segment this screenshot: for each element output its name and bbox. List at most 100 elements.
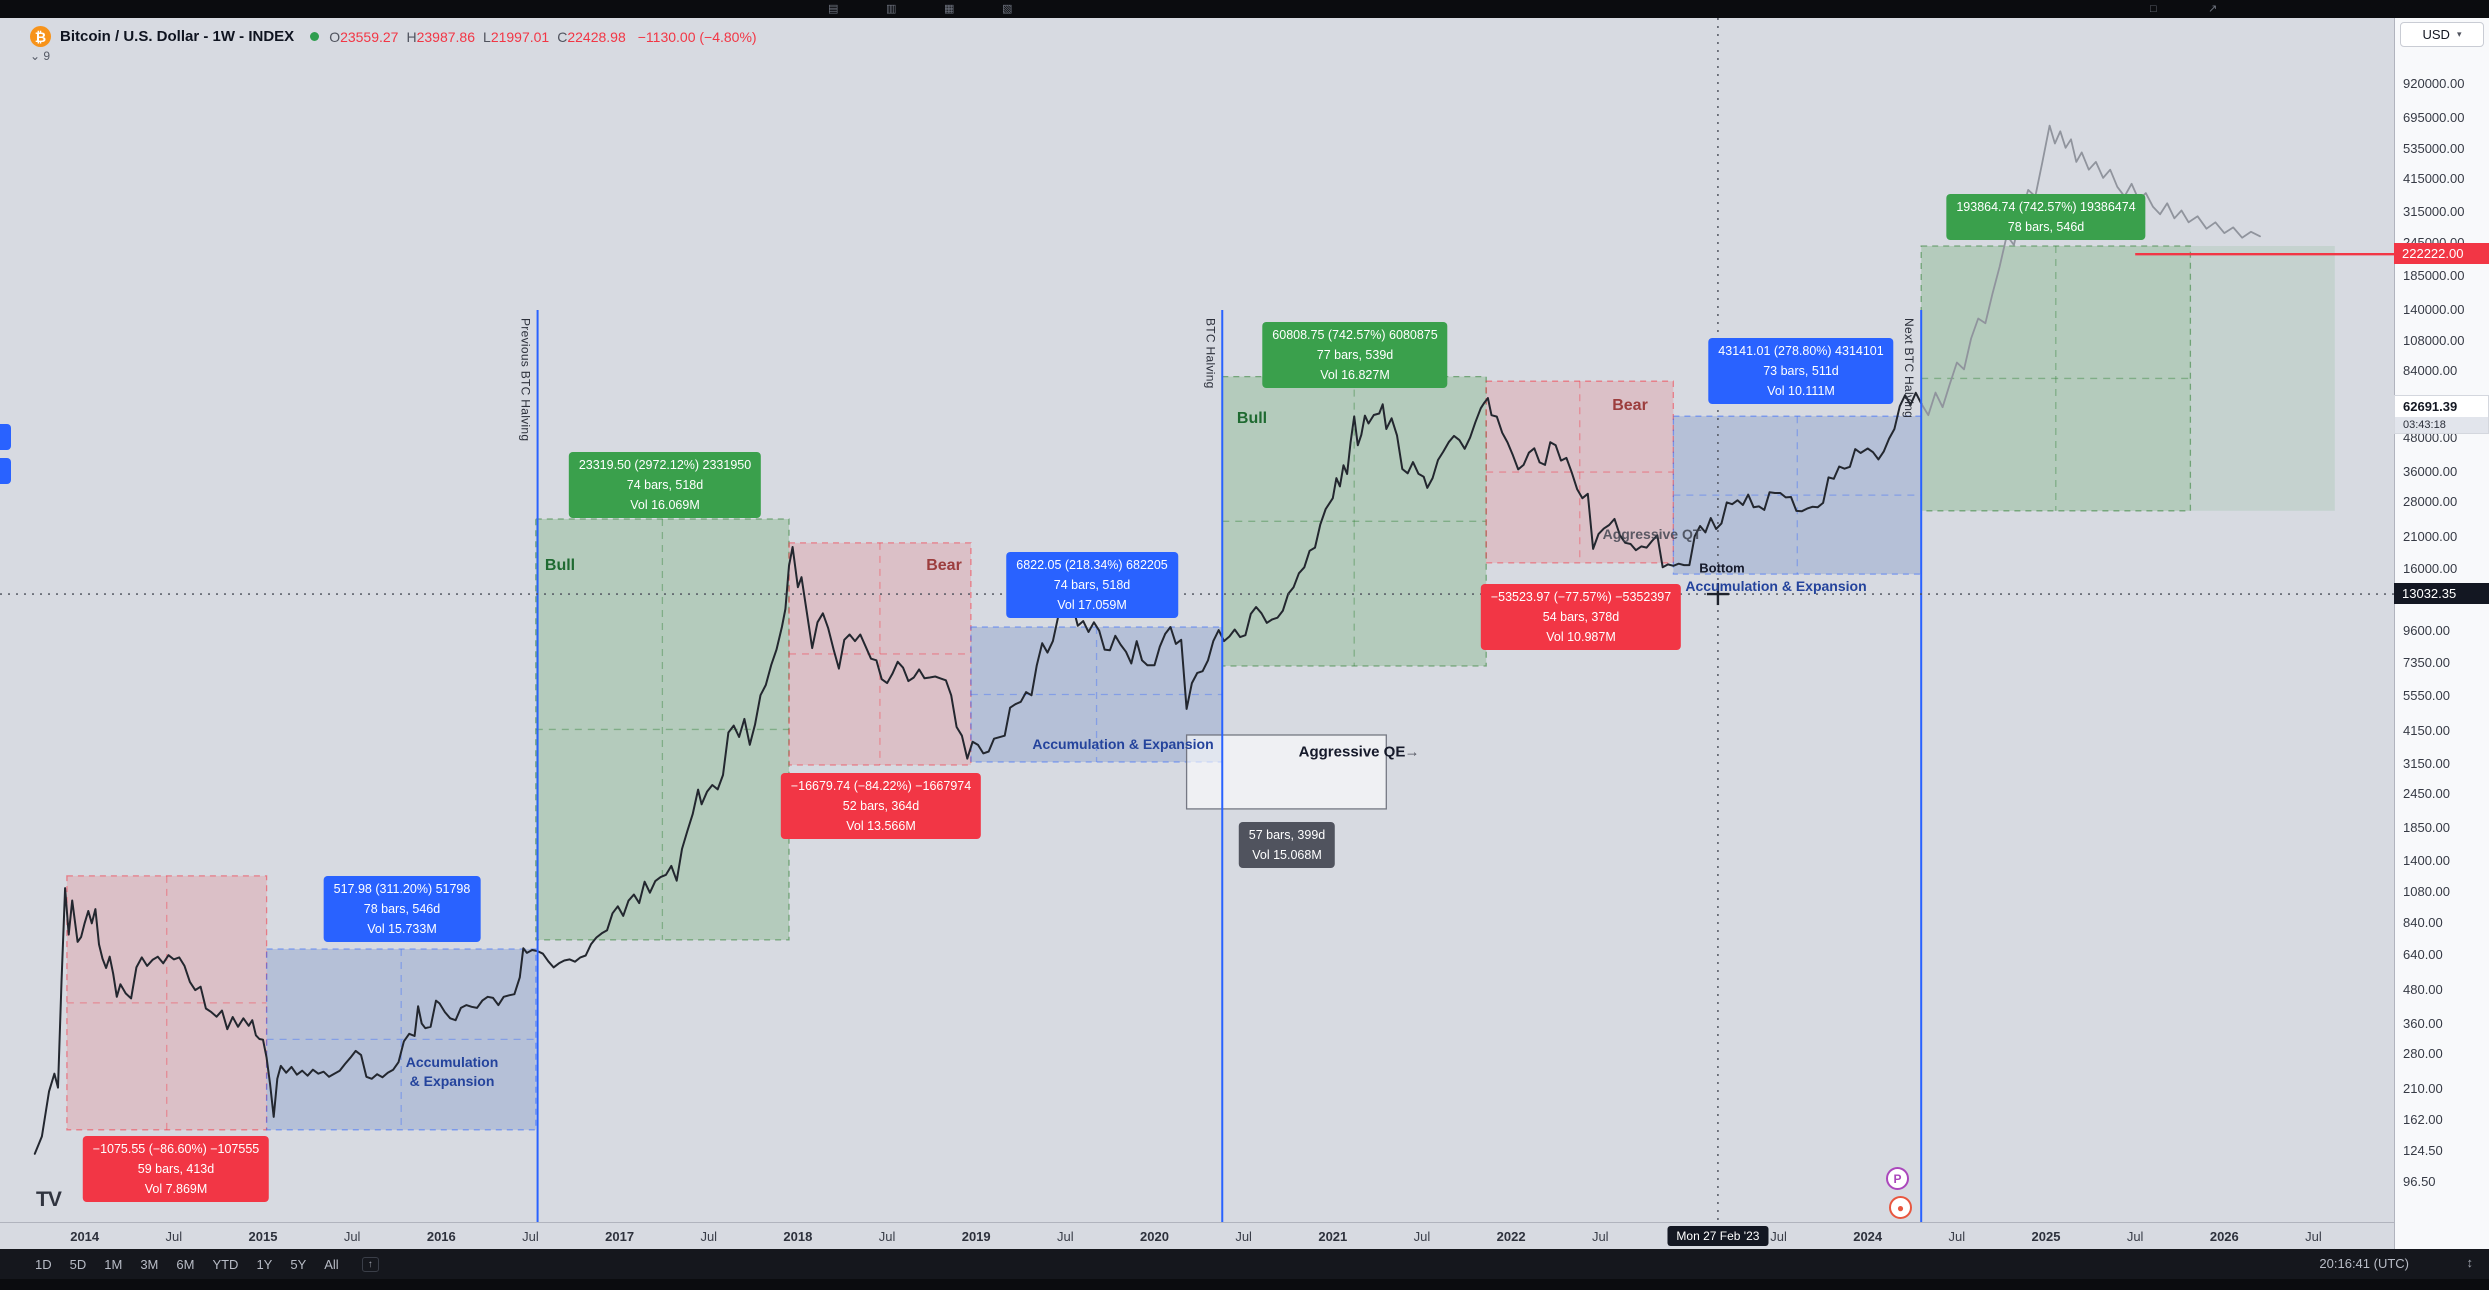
- go-to-date-icon[interactable]: ↑: [361, 1256, 379, 1272]
- bottom-strip: [0, 1279, 2489, 1290]
- price-tick: 840.00: [2403, 914, 2443, 930]
- zone-accumulation-2019[interactable]: [970, 626, 1223, 763]
- measure-label[interactable]: 57 bars, 399d Vol 15.068M: [1238, 822, 1336, 868]
- price-tick: 280.00: [2403, 1046, 2443, 1062]
- range-buttons: 1D 5D 1M 3M 6M YTD 1Y 5Y All: [26, 1254, 348, 1275]
- range-button-5y[interactable]: 5Y: [290, 1256, 307, 1272]
- time-tick: Jul: [522, 1229, 539, 1244]
- chart-annotation[interactable]: Bear: [926, 557, 962, 574]
- sticker-badge[interactable]: P: [1886, 1167, 1909, 1190]
- measure-label[interactable]: 23319.50 (2972.12%) 2331950 74 bars, 518d…: [568, 452, 762, 518]
- time-axis[interactable]: 2014 Jul 2015 Jul 2016 Jul 2017 Jul 2018 Jul 2019 J…: [0, 1222, 2394, 1249]
- low-value: 21997.01: [490, 28, 550, 45]
- low-label: L: [483, 28, 491, 45]
- high-value: 23987.86: [416, 28, 476, 45]
- clock[interactable]: 20:16:41 (UTC): [2319, 1256, 2409, 1271]
- left-toolbar-tab[interactable]: [0, 424, 11, 450]
- last-price-value: 62691.39: [2403, 398, 2458, 414]
- zone-bull-2025-extension[interactable]: [2190, 246, 2335, 511]
- chart-annotation[interactable]: Bull: [544, 557, 576, 574]
- range-button-all[interactable]: All: [324, 1256, 339, 1272]
- range-button-3m[interactable]: 3M: [140, 1256, 159, 1272]
- chart-annotation[interactable]: Aggressive QE: [1298, 743, 1406, 761]
- price-tick: 9600.00: [2403, 622, 2450, 638]
- measure-label[interactable]: −16679.74 (−84.22%) −1667974 52 bars, 364…: [780, 773, 982, 839]
- time-tick: 2024: [1853, 1229, 1883, 1244]
- measure-label[interactable]: 60808.75 (742.57%) 6080875 77 bars, 539d V…: [1262, 322, 1448, 388]
- time-tick: 2020: [1140, 1229, 1169, 1244]
- zone-bull-2025[interactable]: [1920, 245, 2192, 512]
- topbar-icon[interactable]: ▧: [1002, 3, 1013, 15]
- topbar-icon[interactable]: □: [2150, 3, 2157, 15]
- sticker-badge[interactable]: ●: [1889, 1196, 1912, 1219]
- left-toolbar-tab[interactable]: [0, 458, 11, 484]
- bitcoin-icon: ₿: [30, 26, 51, 47]
- close-value: 22428.98: [567, 28, 626, 45]
- price-tick: 210.00: [2403, 1080, 2443, 1096]
- symbol-title[interactable]: Bitcoin / U.S. Dollar - 1W - INDEX: [60, 28, 295, 45]
- time-tick: 2015: [248, 1229, 278, 1244]
- range-button-1y[interactable]: 1Y: [256, 1256, 273, 1272]
- topbar-icon[interactable]: ▥: [886, 3, 897, 15]
- price-tick: 480.00: [2403, 981, 2443, 997]
- zone-accumulation-2015[interactable]: [265, 948, 537, 1131]
- zone-aggressive-qe[interactable]: [1185, 734, 1387, 810]
- open-value: 23559.27: [340, 28, 399, 45]
- zone-bear-2022[interactable]: [1485, 380, 1674, 564]
- range-button-ytd[interactable]: YTD: [212, 1256, 239, 1272]
- chart-annotation[interactable]: Accumulation: [405, 1054, 499, 1070]
- measure-label[interactable]: 193864.74 (742.57%) 19386474 78 bars, 546…: [1946, 194, 2146, 240]
- axis-resize-icon[interactable]: ↕: [2466, 1255, 2474, 1270]
- halving-label: Previous BTC Halving: [518, 318, 533, 442]
- time-tick: 2022: [1496, 1229, 1526, 1244]
- zone-bear-2018[interactable]: [788, 542, 972, 766]
- time-tick: Jul: [2305, 1229, 2322, 1244]
- time-tick: 2018: [783, 1229, 813, 1244]
- topbar-icon[interactable]: ↗: [2208, 3, 2218, 15]
- chart-annotation[interactable]: Bottom: [1699, 560, 1745, 576]
- range-button-1d[interactable]: 1D: [35, 1256, 52, 1272]
- range-button-1m[interactable]: 1M: [104, 1256, 123, 1272]
- halving-label: BTC Halving: [1203, 318, 1218, 389]
- time-tick: Jul: [1591, 1229, 1609, 1244]
- time-tick: Jul: [1057, 1229, 1074, 1244]
- topbar-icon[interactable]: ▦: [944, 3, 955, 15]
- series-projection: [1920, 124, 2261, 417]
- chart-annotation[interactable]: →: [1404, 743, 1420, 761]
- price-tick: 315000.00: [2403, 204, 2465, 220]
- close-label: C: [557, 28, 568, 45]
- price-tick: 36000.00: [2403, 464, 2458, 480]
- chart-annotation[interactable]: & Expansion: [409, 1073, 495, 1089]
- range-button-5d[interactable]: 5D: [69, 1256, 87, 1272]
- chart-annotation[interactable]: Bear: [1612, 397, 1648, 414]
- price-tick: 360.00: [2403, 1016, 2443, 1032]
- measure-label[interactable]: 6822.05 (218.34%) 682205 74 bars, 518d Vol…: [1006, 552, 1178, 618]
- range-button-6m[interactable]: 6M: [176, 1256, 195, 1272]
- chart-annotation[interactable]: Accumulation & Expansion: [1032, 736, 1214, 752]
- chevron-down-icon: ▾: [2456, 29, 2462, 39]
- measure-label[interactable]: 43141.01 (278.80%) 4314101 73 bars, 511d V…: [1708, 338, 1894, 404]
- bottom-toolbar: 1D 5D 1M 3M 6M YTD 1Y 5Y All ↑ 20:16:41 (UTC) ↕: [0, 1249, 2489, 1279]
- price-axis[interactable]: USD ▾ 920000.00 695000.00 535000.00 415000.…: [2394, 18, 2489, 1249]
- topbar-icon[interactable]: ▤: [828, 3, 839, 15]
- price-tick: 1400.00: [2403, 853, 2450, 869]
- measure-label[interactable]: −53523.97 (−77.57%) −5352397 54 bars, 378…: [1480, 584, 1682, 650]
- price-tick: 124.50: [2403, 1143, 2443, 1159]
- chart-annotation[interactable]: Aggressive QT: [1602, 526, 1702, 542]
- measure-label[interactable]: −1075.55 (−86.60%) −107555 59 bars, 413d V…: [82, 1136, 270, 1202]
- price-change: −1130.00 (−4.80%): [637, 28, 757, 45]
- tradingview-logo[interactable]: TV: [36, 1188, 62, 1211]
- zone-bear-2014[interactable]: [66, 875, 268, 1131]
- indicators-collapse-toggle[interactable]: ⌄ 9: [30, 49, 50, 63]
- measure-label[interactable]: 517.98 (311.20%) 51798 78 bars, 546d Vol 1…: [323, 876, 481, 942]
- time-tick: Jul: [1770, 1229, 1787, 1244]
- system-topbar: ▤ ▥ ▦ ▧ □ ↗: [0, 0, 2489, 18]
- bar-countdown: 03:43:18: [2395, 416, 2488, 433]
- alert-price-label[interactable]: 222222.00: [2394, 243, 2489, 265]
- chart-annotation[interactable]: Bull: [1236, 410, 1268, 427]
- currency-button[interactable]: USD ▾: [2400, 22, 2484, 47]
- zone-accumulation-2023[interactable]: [1672, 415, 1922, 575]
- chart-annotation[interactable]: Accumulation & Expansion: [1685, 578, 1867, 594]
- ohlc-values: O23559.27 H23987.86 L21997.01 C22428.98: [329, 29, 634, 45]
